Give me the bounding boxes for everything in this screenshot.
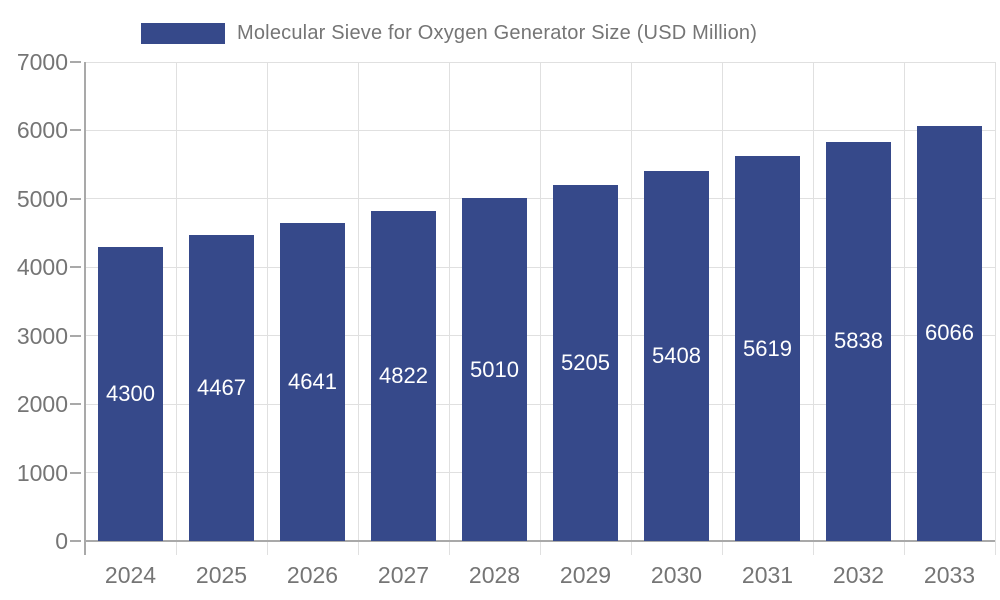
x-gridline	[721, 62, 723, 555]
x-gridline	[539, 62, 541, 555]
x-axis-line	[85, 540, 995, 542]
bar-2030[interactable]: 5408	[644, 170, 709, 541]
x-gridline	[448, 62, 450, 555]
bar-2028[interactable]: 5010	[462, 198, 527, 541]
x-axis-label: 2029	[559, 562, 612, 588]
y-axis-tick	[70, 403, 81, 406]
y-axis-label: 2000	[16, 391, 68, 418]
y-axis-tick	[70, 129, 81, 132]
x-gridline	[630, 62, 632, 555]
y-axis-line	[84, 62, 86, 555]
y-axis-label: 4000	[16, 254, 68, 281]
y-axis-tick	[70, 471, 81, 474]
x-axis-label: 2028	[468, 562, 521, 588]
bar-2026[interactable]: 4641	[280, 223, 345, 541]
y-axis-label: 0	[55, 528, 68, 554]
bar-2024[interactable]: 4300	[98, 246, 163, 541]
x-gridline	[357, 62, 359, 555]
bar-2027[interactable]: 4822	[371, 211, 436, 541]
bar-2029[interactable]: 5205	[553, 184, 618, 541]
x-axis-label: 2026	[286, 562, 339, 588]
bar-2031[interactable]: 5619	[735, 156, 800, 541]
y-axis-tick	[70, 334, 81, 337]
y-axis-label: 5000	[16, 185, 68, 212]
legend-item[interactable]: Molecular Sieve for Oxygen Generator Siz…	[141, 21, 757, 45]
bar-value-label: 5205	[561, 349, 610, 375]
bar-value-label: 4467	[197, 375, 246, 401]
bar-value-label: 5838	[834, 328, 883, 354]
bar-value-label: 5010	[470, 356, 519, 382]
x-gridline	[812, 62, 814, 555]
x-axis-label: 2030	[650, 562, 703, 588]
bar-value-label: 4822	[379, 363, 428, 388]
x-axis-label: 2024	[104, 562, 157, 588]
bar-2025[interactable]: 4467	[189, 235, 254, 541]
bar-value-label: 6066	[925, 320, 974, 346]
bar-value-label: 4641	[288, 369, 337, 395]
x-gridline	[175, 62, 177, 555]
y-axis-tick	[70, 61, 81, 63]
bar-2032[interactable]: 5838	[826, 141, 891, 541]
bar-value-label: 5408	[652, 342, 701, 368]
y-axis-tick	[70, 540, 81, 542]
y-axis-label: 3000	[16, 322, 68, 349]
y-axis-label: 7000	[16, 49, 68, 75]
x-gridline	[266, 62, 268, 555]
bar-value-label: 5619	[743, 335, 792, 361]
bar-value-label: 4300	[106, 380, 155, 406]
y-axis-tick	[70, 266, 81, 269]
x-axis-label: 2033	[923, 562, 976, 588]
legend-swatch	[141, 22, 225, 44]
x-axis-label: 2031	[741, 562, 794, 588]
y-axis-label: 6000	[16, 117, 68, 144]
x-axis-label: 2027	[377, 562, 430, 588]
x-axis-label: 2025	[195, 562, 248, 588]
x-axis-label: 2032	[832, 562, 885, 588]
x-gridline	[903, 62, 905, 555]
legend-label: Molecular Sieve for Oxygen Generator Siz…	[237, 22, 758, 44]
x-gridline	[994, 62, 996, 555]
y-axis-tick	[70, 197, 81, 200]
plot-area: 4300 4467 4641 4822 5010 5205 5408 5619 5838 6066	[84, 61, 996, 555]
y-axis-label: 1000	[16, 459, 68, 486]
bar-2033[interactable]: 6066	[917, 125, 982, 541]
